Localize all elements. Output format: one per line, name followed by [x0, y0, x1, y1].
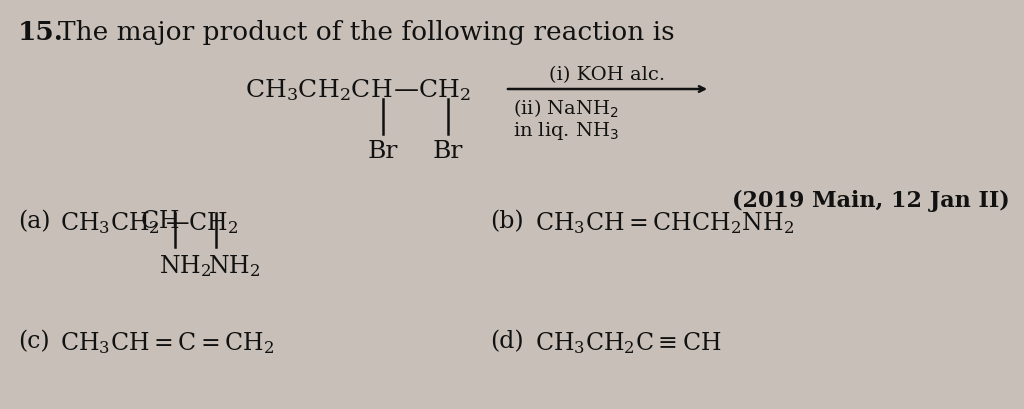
Text: Br: Br — [368, 139, 398, 163]
Text: $\mathregular{CH_3CH=C=CH_2}$: $\mathregular{CH_3CH=C=CH_2}$ — [60, 329, 274, 355]
Text: (c): (c) — [18, 329, 49, 352]
Text: (ii) NaNH$_2$: (ii) NaNH$_2$ — [513, 98, 620, 120]
Text: $\mathregular{CH}$: $\mathregular{CH}$ — [140, 209, 179, 232]
Text: (i) KOH alc.: (i) KOH alc. — [550, 66, 666, 84]
Text: (b): (b) — [490, 209, 523, 232]
Text: $\mathregular{CH_3CH_2}$: $\mathregular{CH_3CH_2}$ — [60, 209, 160, 235]
Text: $\mathregular{CH_3CH=CHCH_2NH_2}$: $\mathregular{CH_3CH=CHCH_2NH_2}$ — [535, 209, 794, 235]
Text: Br: Br — [433, 139, 463, 163]
Text: 15.: 15. — [18, 20, 63, 45]
Text: $\mathregular{NH_2}$: $\mathregular{NH_2}$ — [208, 252, 260, 278]
Text: (a): (a) — [18, 209, 50, 232]
Text: in liq. NH$_3$: in liq. NH$_3$ — [513, 120, 620, 142]
Text: $\mathregular{—CH_2}$: $\mathregular{—CH_2}$ — [393, 77, 471, 103]
Text: (2019 Main, 12 Jan II): (2019 Main, 12 Jan II) — [732, 189, 1010, 211]
Text: $\mathregular{—CH_2}$: $\mathregular{—CH_2}$ — [165, 209, 239, 235]
Text: (d): (d) — [490, 329, 523, 352]
Text: $\mathregular{NH_2}$: $\mathregular{NH_2}$ — [159, 252, 211, 278]
Text: The major product of the following reaction is: The major product of the following react… — [58, 20, 675, 45]
Text: $\mathregular{CH_3CH_2C{\equiv}CH}$: $\mathregular{CH_3CH_2C{\equiv}CH}$ — [535, 329, 722, 355]
Text: $\mathregular{CH_3CH_2CH}$: $\mathregular{CH_3CH_2CH}$ — [245, 77, 392, 103]
